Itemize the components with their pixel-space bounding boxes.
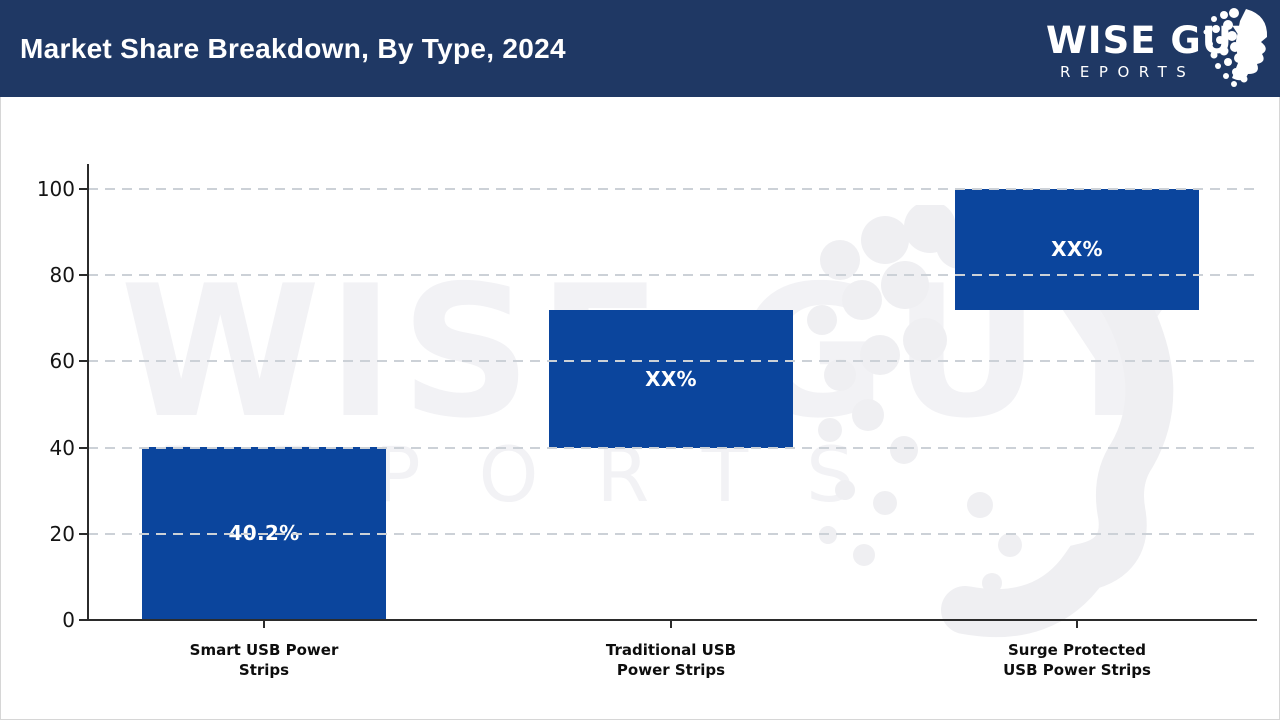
- x-category-line: USB Power Strips: [1003, 661, 1151, 679]
- y-tick-label-60: 60: [49, 349, 75, 374]
- x-category-line: Traditional USB: [605, 641, 737, 659]
- bar-segment-3: XX%: [955, 189, 1199, 310]
- header-band: Market Share Breakdown, By Type, 2024 WI…: [0, 0, 1280, 97]
- y-axis-spine: [87, 164, 89, 621]
- gridline-60: [88, 360, 1256, 363]
- bar-value-label-2: XX%: [645, 366, 697, 391]
- page-title: Market Share Breakdown, By Type, 2024: [20, 32, 566, 64]
- y-tick-mark-20: [79, 532, 87, 535]
- x-category-label-3: Surge Protected USB Power Strips: [927, 640, 1227, 680]
- gridline-40: [88, 446, 1256, 449]
- x-axis-spine: [87, 619, 1257, 621]
- logo-reports: REPORTS: [1060, 63, 1195, 81]
- x-tick-mark-3: [1076, 621, 1078, 628]
- x-tick-mark-2: [670, 621, 672, 628]
- y-tick-mark-0: [79, 619, 87, 621]
- x-category-line: Smart USB Power: [189, 641, 339, 659]
- x-category-line: Surge Protected: [1007, 641, 1147, 659]
- x-category-line: Power Strips: [616, 661, 726, 679]
- y-tick-label-20: 20: [49, 521, 75, 546]
- y-tick-label-80: 80: [49, 263, 75, 288]
- y-tick-label-0: 0: [62, 608, 75, 632]
- x-category-label-2: Traditional USB Power Strips: [521, 640, 821, 680]
- gridline-20: [88, 532, 1256, 535]
- bar-value-label-3: XX%: [1051, 237, 1103, 262]
- y-tick-mark-80: [79, 274, 87, 277]
- logo-face-profile: [1232, 8, 1268, 80]
- gridline-80: [88, 274, 1256, 277]
- y-tick-label-40: 40: [49, 435, 75, 460]
- x-category-label-1: Smart USB Power Strips: [114, 640, 414, 680]
- y-tick-mark-60: [79, 360, 87, 363]
- y-tick-label-100: 100: [36, 177, 75, 201]
- gridline-100: [88, 188, 1256, 190]
- watermark-face-dots: [807, 205, 1022, 593]
- y-tick-mark-40: [79, 446, 87, 449]
- x-tick-mark-1: [263, 621, 265, 628]
- wise-guy-logo: WISE GUY REPORTS: [1046, 7, 1268, 87]
- y-tick-mark-100: [79, 188, 87, 190]
- x-category-line: Strips: [238, 661, 290, 679]
- bar-segment-2: XX%: [549, 309, 793, 448]
